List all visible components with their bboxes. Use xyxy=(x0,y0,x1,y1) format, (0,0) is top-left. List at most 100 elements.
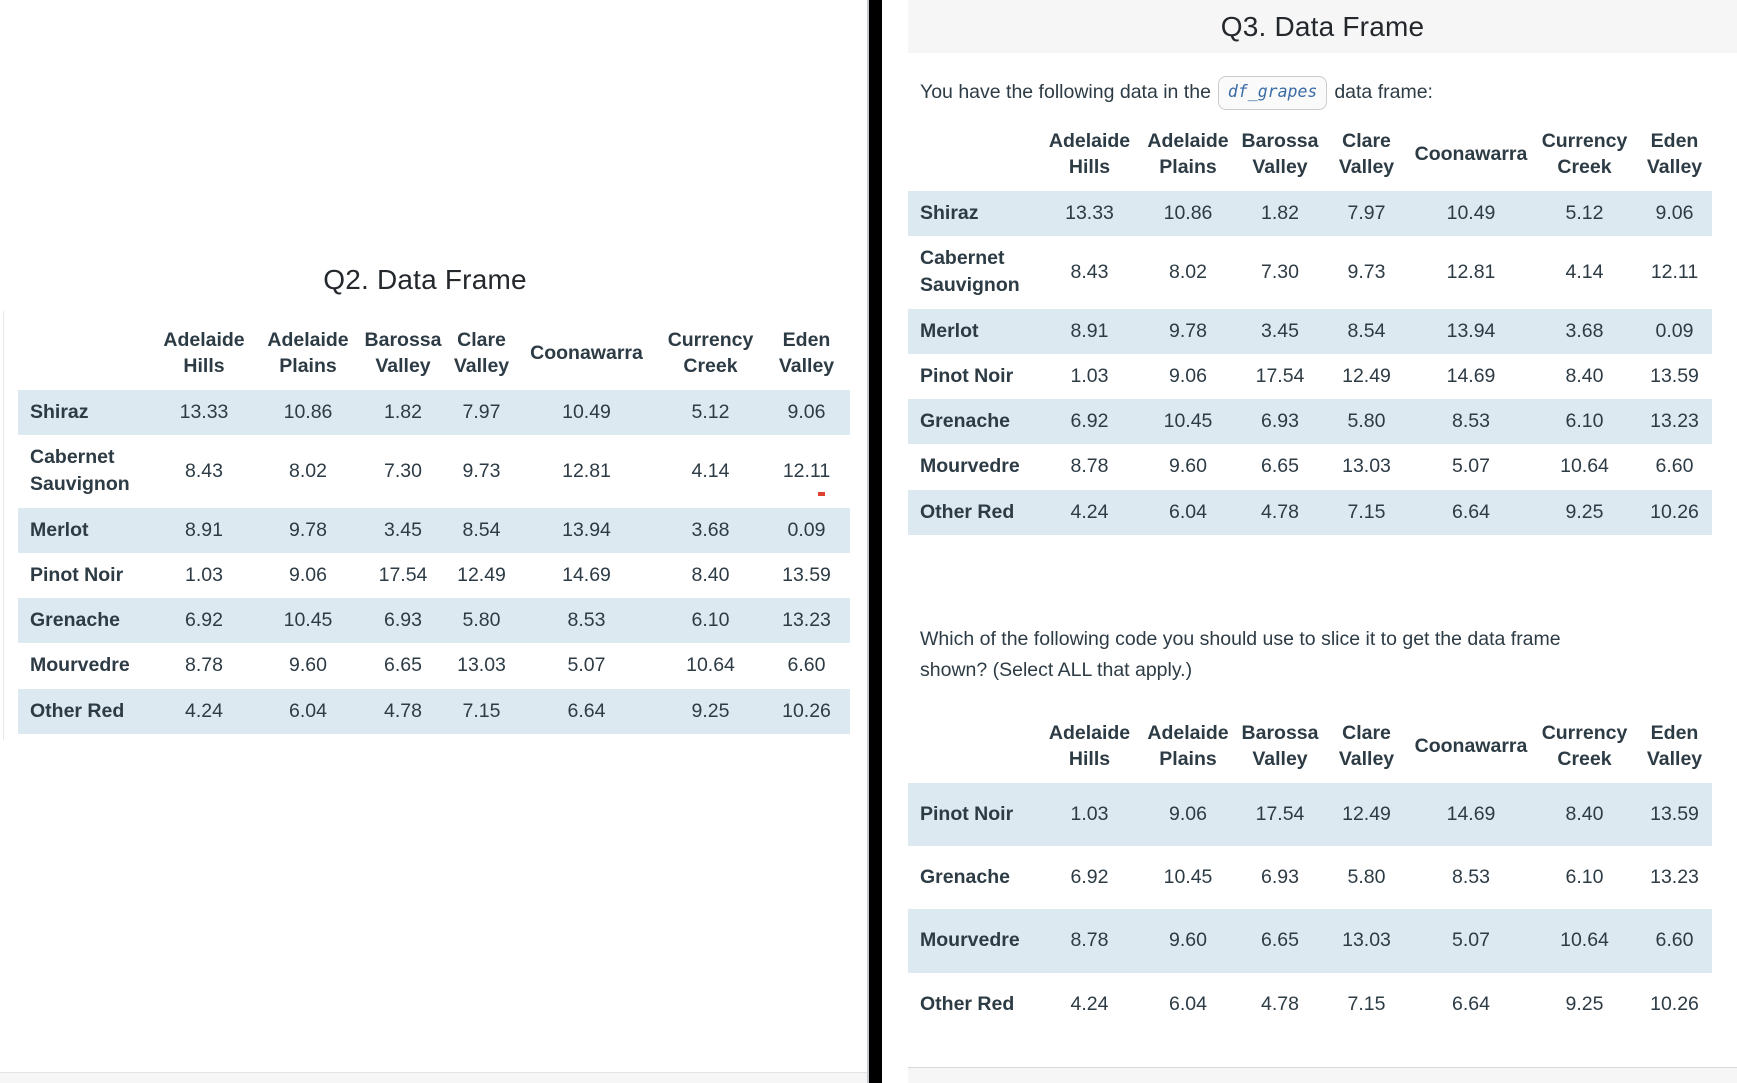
cell-value: 10.49 xyxy=(562,400,611,423)
cell-value: 10.26 xyxy=(1650,500,1699,523)
row-label-header xyxy=(908,118,1040,191)
q2-next-section-edge xyxy=(0,1072,867,1083)
cell-value: 4.14 xyxy=(1565,260,1604,283)
table-row: Shiraz 13.33 10.86 1.82 7.97 10.49 5.12 9.06 xyxy=(908,190,1712,236)
q3-wine-data-table: Adelaide Hills Adelaide Plains Barossa Val… xyxy=(908,118,1712,535)
cell-value: 9.06 xyxy=(1655,201,1694,224)
table-row: Grenache 6.92 10.45 6.93 5.80 8.53 6.10 13.23 xyxy=(18,598,850,644)
column-header: Eden Valley xyxy=(1646,130,1703,179)
cell-value: 9.73 xyxy=(1347,260,1386,283)
table-row: Cabernet Sauvignon 8.43 8.02 7.30 9.73 12.81 4… xyxy=(18,435,850,508)
cell-value: 9.25 xyxy=(1565,500,1604,523)
table-row: Pinot Noir 1.03 9.06 17.54 12.49 14.69 8.40 13.… xyxy=(908,782,1712,846)
cell-value: 1.03 xyxy=(1070,802,1109,825)
cell-value: 13.23 xyxy=(1650,410,1699,433)
q3-title: Q3. Data Frame xyxy=(1220,11,1425,42)
column-header: Currency Creek xyxy=(1541,722,1628,771)
column-header: Eden Valley xyxy=(778,329,835,378)
cell-value: 9.25 xyxy=(1565,992,1604,1015)
cell-value: 5.12 xyxy=(691,400,730,423)
cell-value: 13.59 xyxy=(1650,364,1699,387)
cell-value: 6.65 xyxy=(1261,929,1299,952)
cell-value: 5.07 xyxy=(1452,455,1490,478)
cell-value: 17.54 xyxy=(1255,802,1305,825)
cell-value: 13.94 xyxy=(1446,319,1496,342)
row-label: Other Red xyxy=(920,992,1015,1015)
cell-value: 6.60 xyxy=(787,654,826,677)
q2-wine-data-table: Adelaide Hills Adelaide Plains Barossa Val… xyxy=(18,317,850,734)
column-header: Barossa Valley xyxy=(1241,130,1319,179)
row-label: Pinot Noir xyxy=(30,563,124,586)
cell-value: 4.24 xyxy=(1070,992,1109,1015)
row-label: Other Red xyxy=(920,500,1015,523)
row-label: Merlot xyxy=(30,518,89,541)
cell-value: 9.78 xyxy=(1169,319,1207,342)
intro-text-before: You have the following data in the xyxy=(920,81,1211,103)
cell-value: 6.04 xyxy=(289,699,327,722)
cell-value: 6.93 xyxy=(384,609,422,632)
cell-value: 6.10 xyxy=(1565,410,1604,433)
cell-value: 10.64 xyxy=(686,654,735,677)
cell-value: 10.45 xyxy=(1163,865,1213,888)
cell-value: 8.43 xyxy=(185,459,223,482)
q3-next-section-edge xyxy=(908,1067,1737,1083)
cell-value: 4.78 xyxy=(1261,500,1299,523)
intro-text-after: data frame: xyxy=(1334,81,1433,103)
row-label: Grenache xyxy=(920,865,1010,888)
cell-value: 6.92 xyxy=(1070,410,1109,433)
table-row: Grenache 6.92 10.45 6.93 5.80 8.53 6.10 13.23 xyxy=(908,846,1712,909)
cell-value: 6.65 xyxy=(384,654,422,677)
table-row: Merlot 8.91 9.78 3.45 8.54 13.94 3.68 0.09 xyxy=(18,507,850,553)
table-row: Grenache 6.92 10.45 6.93 5.80 8.53 6.10 13.23 xyxy=(908,399,1712,445)
cell-value: 5.07 xyxy=(1452,929,1490,952)
column-header: Clare Valley xyxy=(1338,130,1395,179)
q2-title: Q2. Data Frame xyxy=(323,264,527,295)
cell-value: 6.65 xyxy=(1261,455,1299,478)
cell-value: 6.04 xyxy=(1169,500,1207,523)
q2-panel: Q2. Data Frame Adelaide Hills Adelaide Pl… xyxy=(0,0,867,1083)
column-header: Coonawarra xyxy=(1414,735,1528,758)
column-header: Currency Creek xyxy=(667,329,754,378)
column-header: Adelaide Plains xyxy=(267,329,349,378)
cell-value: 8.02 xyxy=(1169,260,1207,283)
cell-value: 10.86 xyxy=(283,400,333,423)
cell-value: 13.33 xyxy=(179,400,229,423)
cell-value: 7.15 xyxy=(1347,500,1386,523)
cell-value: 8.78 xyxy=(185,654,223,677)
row-label: Shiraz xyxy=(920,201,979,224)
cell-value: 9.73 xyxy=(462,459,501,482)
cell-value: 5.07 xyxy=(567,654,606,677)
row-label: Grenache xyxy=(920,410,1010,433)
cell-value: 6.92 xyxy=(1070,865,1109,888)
cell-value: 10.45 xyxy=(1163,410,1213,433)
cell-value: 4.78 xyxy=(384,699,422,722)
row-label: Other Red xyxy=(30,699,125,722)
row-label: Grenache xyxy=(30,609,120,632)
cell-value: 0.09 xyxy=(787,518,826,541)
q3-question-text: Which of the following code you should u… xyxy=(920,628,1561,681)
cell-value: 8.91 xyxy=(185,518,223,541)
q3-panel: Q3. Data Frame You have the following da… xyxy=(882,0,1737,1083)
cell-value: 1.03 xyxy=(1070,364,1109,387)
cell-value: 8.40 xyxy=(1565,802,1604,825)
red-mark xyxy=(818,492,825,496)
cell-value: 13.23 xyxy=(1650,865,1699,888)
cell-value: 9.06 xyxy=(787,400,826,423)
cell-value: 17.54 xyxy=(1255,364,1305,387)
cell-value: 12.11 xyxy=(1650,260,1699,283)
header-row: Adelaide Hills Adelaide Plains Barossa Val… xyxy=(908,118,1712,191)
row-label: Mourvedre xyxy=(920,455,1020,478)
cell-value: 13.23 xyxy=(782,609,831,632)
cell-value: 4.24 xyxy=(1070,500,1109,523)
q3-intro-text: You have the following data in the df_gra… xyxy=(920,76,1720,110)
cell-value: 7.15 xyxy=(1347,992,1386,1015)
row-label-header xyxy=(908,710,1040,783)
column-header: Adelaide Hills xyxy=(1048,722,1131,771)
column-header: Eden Valley xyxy=(1646,722,1703,771)
cell-value: 12.49 xyxy=(1342,802,1391,825)
column-header: Coonawarra xyxy=(530,342,643,365)
code-chip-df-grapes: df_grapes xyxy=(1217,76,1328,110)
cell-value: 8.53 xyxy=(1452,865,1490,888)
table-row: Pinot Noir 1.03 9.06 17.54 12.49 14.69 8.40 13.… xyxy=(18,553,850,598)
